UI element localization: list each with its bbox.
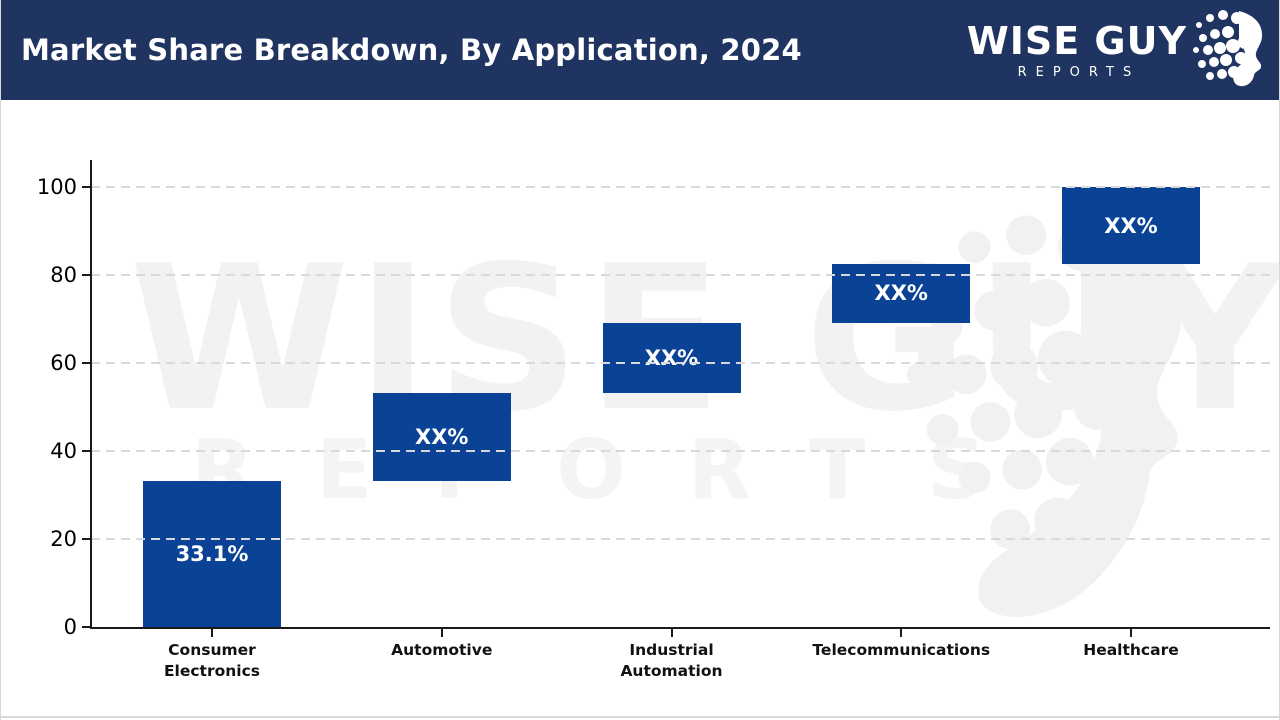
- plot-area: WISE GUY REPORTS 0 20 40 60 80 100 33.1% Consum…: [1, 100, 1279, 720]
- y-tick-mark: [82, 362, 90, 364]
- logo-subtext: REPORTS: [1017, 64, 1141, 80]
- x-tick-mark: [670, 629, 673, 637]
- gridline-100: [91, 186, 1270, 188]
- x-axis-category-label: Telecommunications: [812, 641, 991, 659]
- bottom-divider: [1, 716, 1279, 718]
- bar-4: XX%: [1062, 187, 1200, 265]
- x-axis-category-label: Consumer Electronics: [163, 641, 261, 680]
- bar-value-label: XX%: [415, 425, 469, 450]
- bar-value-label: XX%: [644, 345, 699, 370]
- gridline-80: [91, 274, 1270, 276]
- wise-guy-reports-logo: WISE GUY REPORTS: [967, 9, 1267, 91]
- bar-value-label: XX%: [874, 281, 928, 306]
- x-tick-mark: [900, 629, 903, 637]
- y-tick-label: 40: [50, 439, 77, 463]
- watermark-head-icon: [906, 215, 1182, 618]
- watermark-line2: REPORTS: [191, 423, 1049, 518]
- page-title: Market Share Breakdown, By Application, …: [21, 33, 802, 67]
- x-tick-mark: [211, 629, 213, 637]
- gridline-20: [91, 538, 1270, 540]
- y-tick-mark: [82, 186, 90, 188]
- y-tick-mark: [82, 626, 90, 628]
- x-tick-mark: [1130, 629, 1132, 637]
- y-axis-line: [90, 160, 92, 629]
- y-tick-label: 80: [50, 263, 77, 287]
- x-axis-category-label: Healthcare: [1083, 641, 1179, 659]
- logo-head-icon: [1193, 10, 1263, 87]
- x-axis-line: [90, 627, 1270, 629]
- x-tick-mark: [440, 629, 443, 637]
- header: Market Share Breakdown, By Application, …: [1, 0, 1279, 100]
- bar-0: 33.1%: [143, 481, 281, 627]
- bar-1: XX%: [372, 392, 511, 482]
- gridline-40: [91, 450, 1270, 452]
- bar-2: XX%: [602, 322, 741, 393]
- logo-wordmark: WISE GUY: [966, 18, 1187, 63]
- y-tick-label: 20: [50, 527, 77, 551]
- y-tick-label: 0: [63, 615, 77, 639]
- y-tick-label: 60: [50, 351, 77, 375]
- x-axis-category-label: Industrial Automation: [620, 641, 723, 680]
- y-tick-mark: [82, 274, 90, 276]
- x-axis-category-label: Automotive: [391, 641, 493, 659]
- y-tick-label: 100: [36, 175, 77, 199]
- bar-value-label: XX%: [1104, 213, 1158, 238]
- y-tick-mark: [82, 450, 90, 452]
- gridline-60: [91, 362, 1270, 364]
- y-tick-mark: [82, 538, 90, 540]
- bar-value-label: 33.1%: [175, 542, 249, 567]
